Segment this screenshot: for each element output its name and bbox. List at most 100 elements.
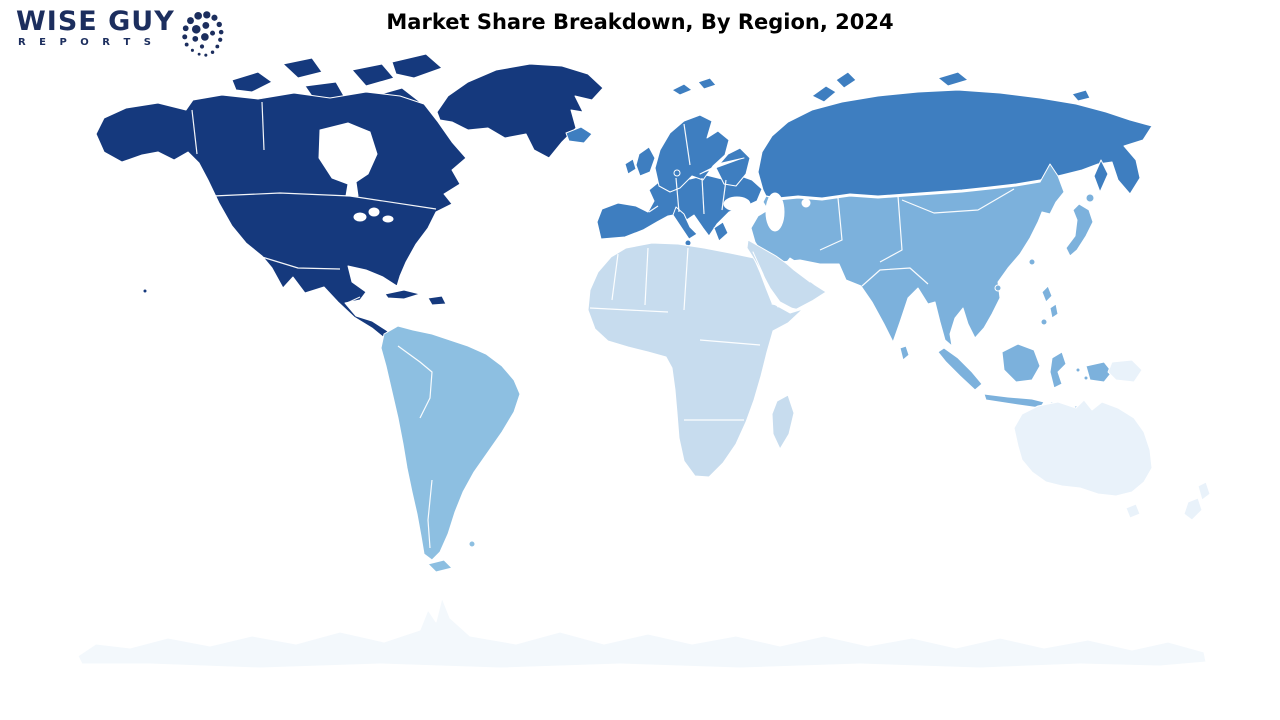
baltic-sea-shape: [699, 157, 745, 175]
west-new-guinea-shape: [1085, 361, 1113, 383]
region-south-america: [380, 325, 521, 573]
sumatra-shape: [937, 347, 983, 391]
ellesmere-island-shape: [391, 53, 443, 79]
new-zealand-north-shape: [1197, 481, 1211, 501]
madagascar-shape: [771, 394, 795, 450]
japan-shape: [1065, 203, 1094, 257]
philippines-dot: [1040, 318, 1048, 326]
falkland-dot: [468, 540, 476, 548]
border-line: [644, 247, 649, 306]
novaya-zemlya-shape: [811, 85, 837, 103]
north-america-mainland-shape: [95, 91, 467, 342]
region-oceania: [1013, 359, 1211, 521]
brand-name: WISE GUY: [16, 6, 175, 37]
new-siberian-islands-shape: [937, 71, 969, 87]
border-line: [701, 177, 705, 215]
border-line: [683, 123, 691, 166]
sulawesi-shape: [1049, 351, 1067, 389]
border-line: [819, 197, 843, 251]
arctic-island-shape: [351, 63, 395, 87]
region-asia: [750, 163, 1113, 411]
wrangel-island-shape: [1071, 89, 1091, 102]
sri-lanka-shape: [899, 345, 910, 361]
hudson-bay-shape: [318, 122, 378, 197]
border-line: [261, 256, 341, 270]
country-borders: [191, 101, 1015, 549]
border-line: [191, 109, 198, 155]
border-line: [611, 253, 619, 301]
italy-shape: [672, 206, 698, 240]
greenland-shape: [436, 63, 604, 159]
region-middle-east-africa: [587, 239, 827, 478]
region-north-america: [95, 53, 604, 342]
border-line: [699, 339, 761, 346]
border-line: [261, 101, 265, 151]
border-line: [346, 296, 361, 304]
border-line: [683, 247, 689, 311]
chart-title: Market Share Breakdown, By Region, 2024: [386, 10, 894, 34]
ocean-overlays: [318, 122, 817, 311]
brand-logo: WISE GUY R E P O R T S: [16, 6, 225, 60]
maluku-dot: [1083, 375, 1089, 381]
east-new-guinea-shape: [1107, 359, 1143, 383]
australia-shape: [1013, 399, 1153, 497]
iceland-shape: [565, 126, 593, 144]
black-sea-shape: [723, 196, 751, 212]
south-america-mainland-shape: [380, 325, 521, 561]
philippines-shape: [1049, 303, 1059, 319]
java-shape: [983, 393, 1045, 409]
sakhalin-shape: [1093, 159, 1109, 193]
border-line: [648, 205, 659, 213]
border-line: [861, 267, 929, 287]
tierra-del-fuego-shape: [427, 559, 453, 573]
arctic-island-shape: [282, 57, 323, 79]
hainan-dot: [994, 284, 1002, 292]
russia-mainland-shape: [757, 89, 1153, 199]
greece-shape: [713, 221, 729, 242]
new-zealand-south-shape: [1183, 497, 1203, 521]
svalbard-shape: [671, 83, 693, 96]
antarctica-shape: [77, 597, 1207, 669]
tasmania-shape: [1125, 503, 1141, 519]
border-line: [212, 192, 437, 210]
persian-gulf-shape: [785, 257, 817, 283]
ireland-shape: [624, 158, 637, 175]
arctic-island-shape: [231, 71, 273, 93]
svalbard-shape: [697, 77, 717, 90]
cuba-shape: [384, 289, 421, 300]
novaya-zemlya-shape: [835, 71, 857, 89]
denmark-dot: [673, 169, 681, 177]
philippines-shape: [1041, 285, 1053, 303]
border-line: [397, 345, 433, 419]
africa-mainland-shape: [587, 242, 804, 478]
border-line: [427, 479, 433, 549]
border-line: [879, 195, 903, 263]
borneo-shape: [1001, 343, 1041, 383]
great-britain-shape: [635, 146, 656, 177]
border-line: [589, 307, 669, 313]
scandinavia-shape: [654, 114, 730, 193]
taiwan-dot: [1028, 258, 1036, 266]
brand-text: WISE GUY R E P O R T S: [16, 6, 175, 49]
aral-sea-dot: [801, 198, 811, 208]
great-lake-shape: [382, 215, 394, 223]
dotted-head-icon: [182, 11, 224, 57]
border-line: [721, 179, 727, 211]
gulf-of-aden-shape: [771, 303, 801, 311]
border-line: [901, 188, 1015, 214]
border-line: [675, 177, 680, 213]
caspian-sea-shape: [765, 192, 785, 232]
region-antarctica: [77, 597, 1207, 669]
arabian-peninsula-shape: [746, 239, 827, 311]
asia-mainland-shape: [750, 163, 1065, 347]
hispaniola-shape: [427, 295, 447, 306]
great-lake-shape: [353, 212, 367, 222]
red-sea-shape: [752, 251, 779, 308]
brand-subtitle: R E P O R T S: [18, 37, 156, 49]
great-lake-shape: [368, 207, 380, 217]
maluku-dot: [1075, 367, 1081, 373]
hawaii-dot: [142, 288, 148, 294]
hokkaido-dot: [1085, 193, 1095, 203]
